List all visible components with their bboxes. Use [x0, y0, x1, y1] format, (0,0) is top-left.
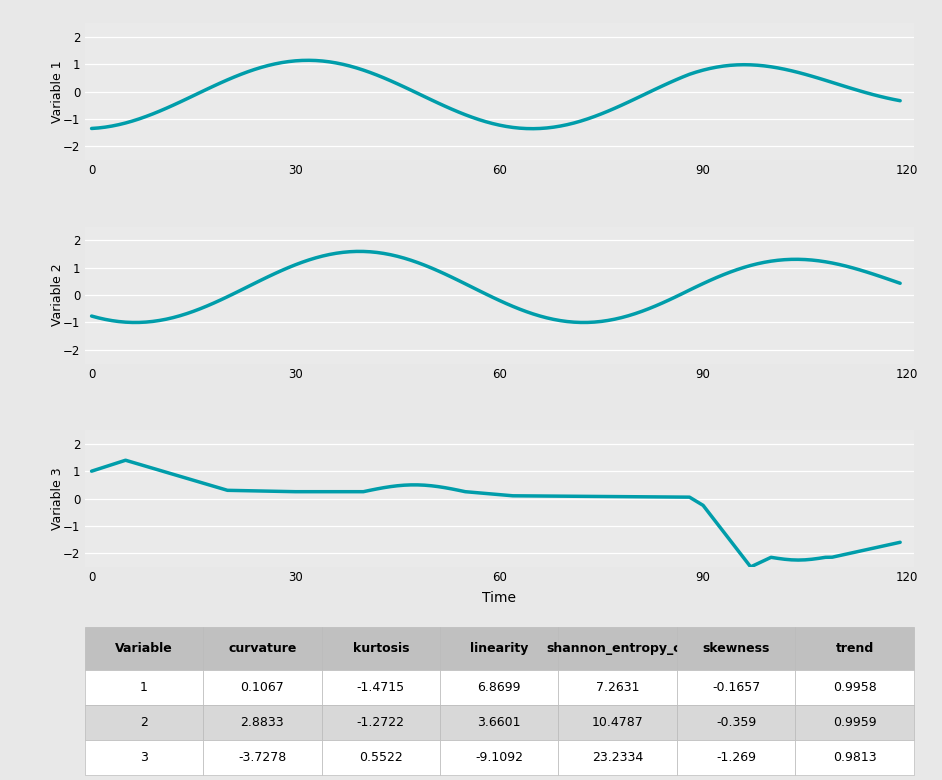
Y-axis label: Variable 2: Variable 2	[51, 264, 64, 327]
Y-axis label: Variable 1: Variable 1	[51, 61, 64, 123]
X-axis label: Time: Time	[482, 591, 516, 605]
Y-axis label: Variable 3: Variable 3	[51, 467, 64, 530]
